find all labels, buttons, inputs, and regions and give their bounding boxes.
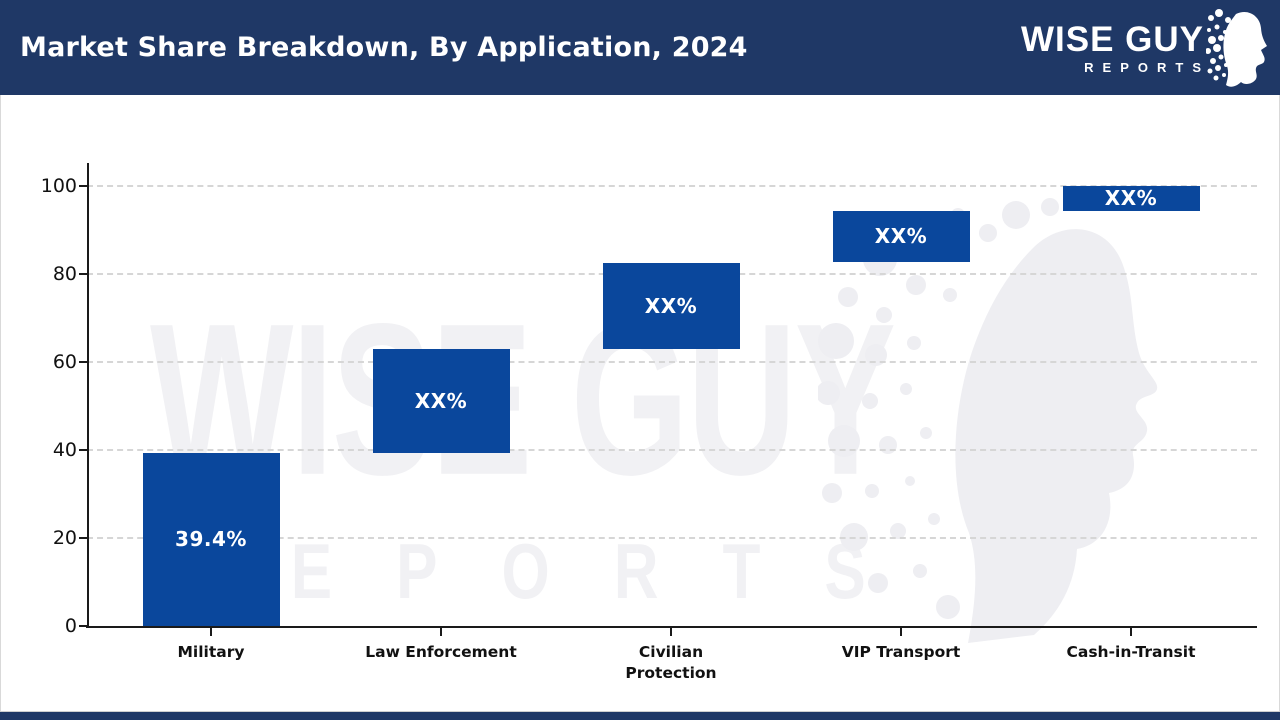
- watermark-wordmark-line2: REPORTS: [182, 529, 930, 616]
- header-bar: Market Share Breakdown, By Application, …: [0, 0, 1280, 95]
- bar-military: 39.4%: [142, 452, 280, 626]
- y-tick-label-0: 0: [64, 615, 77, 637]
- logo-brand-line2: REPORTS: [1084, 59, 1210, 75]
- plot-area: 0 20 40 60 80 100 39.4% Military XX% Law Enforcem…: [0, 95, 1280, 713]
- gridline-40: [87, 449, 1257, 451]
- bar-law-enforcement: XX%: [372, 348, 510, 453]
- x-axis-line: [86, 626, 1257, 628]
- y-tick-label-20: 20: [52, 527, 77, 549]
- x-axis-label-line: Military: [177, 643, 245, 661]
- bar-value-label-military: 39.4%: [175, 527, 247, 552]
- x-axis-label-line: Protection: [625, 664, 717, 682]
- y-tick-label-100: 100: [40, 175, 77, 197]
- y-tick-100: [79, 185, 87, 187]
- bar-value-label-cash-in-transit: XX%: [1104, 186, 1158, 211]
- bar-civilian-protection: XX%: [602, 262, 740, 349]
- logo-brand-line1: WISE GUY: [1020, 19, 1204, 59]
- x-axis-label-vip-transport: VIP Transport: [786, 642, 1016, 663]
- x-axis-label-line: Civilian: [638, 643, 704, 661]
- wise-guy-logo-text: WISE GUY REPORTS: [1020, 19, 1204, 75]
- x-tick-military: [210, 628, 212, 636]
- y-axis-line: [87, 163, 89, 628]
- page-title: Market Share Breakdown, By Application, …: [20, 32, 748, 63]
- y-tick-label-40: 40: [52, 439, 77, 461]
- gridline-20: [87, 537, 1257, 539]
- gridline-100: [87, 185, 1257, 187]
- x-axis-label-law-enforcement: Law Enforcement: [326, 642, 556, 663]
- bar-cash-in-transit: XX%: [1062, 186, 1200, 211]
- x-axis-label-line: VIP Transport: [841, 643, 961, 661]
- wise-guy-logo: WISE GUY REPORTS: [1021, 7, 1268, 89]
- footer-bar: [0, 711, 1280, 720]
- x-axis-label-civilian-protection: Civilian Protection: [556, 642, 786, 684]
- x-axis-label-line: Cash-in-Transit: [1066, 643, 1196, 661]
- y-tick-60: [79, 361, 87, 363]
- y-tick-40: [79, 449, 87, 451]
- y-tick-0: [79, 625, 87, 627]
- gridline-60: [87, 361, 1257, 363]
- bar-value-label-vip-transport: XX%: [874, 224, 928, 249]
- bar-vip-transport: XX%: [832, 210, 970, 263]
- y-tick-label-60: 60: [52, 351, 77, 373]
- bar-value-label-civilian-protection: XX%: [644, 293, 698, 318]
- y-tick-20: [79, 537, 87, 539]
- y-tick-label-80: 80: [52, 263, 77, 285]
- x-tick-cash-in-transit: [1130, 628, 1132, 636]
- wise-guy-face-icon: [1206, 9, 1267, 87]
- x-axis-label-line: Law Enforcement: [365, 643, 517, 661]
- y-tick-80: [79, 273, 87, 275]
- x-tick-vip-transport: [900, 628, 902, 636]
- x-tick-civilian-protection: [670, 628, 672, 636]
- bar-value-label-law-enforcement: XX%: [414, 388, 468, 413]
- x-tick-law-enforcement: [440, 628, 442, 636]
- x-axis-label-cash-in-transit: Cash-in-Transit: [1016, 642, 1246, 663]
- x-axis-label-military: Military: [96, 642, 326, 663]
